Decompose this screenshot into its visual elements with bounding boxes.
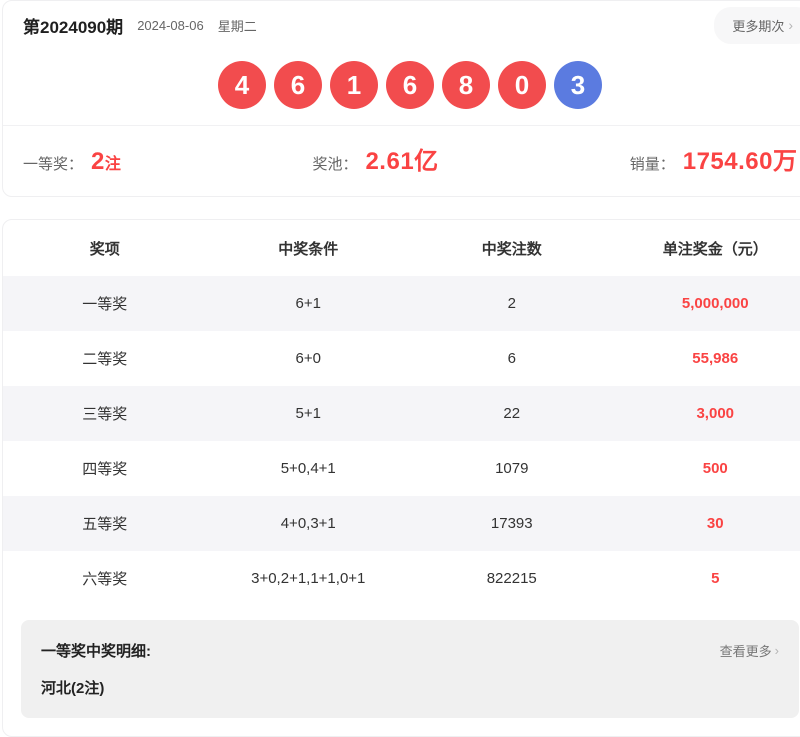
cell-amount: 3,000	[614, 405, 800, 422]
cell-prize: 六等奖	[3, 568, 207, 589]
prize-table-header: 奖项 中奖条件 中奖注数 单注奖金（元）	[3, 220, 800, 276]
cell-condition: 5+0,4+1	[207, 460, 411, 477]
red-ball: 8	[442, 61, 490, 109]
table-row: 二等奖 6+0 6 55,986	[3, 331, 800, 386]
col-header-count: 中奖注数	[410, 238, 614, 259]
cell-condition: 6+1	[207, 295, 411, 312]
cell-condition: 4+0,3+1	[207, 515, 411, 532]
prize-table-card: 奖项 中奖条件 中奖注数 单注奖金（元） 一等奖 6+1 2 5,000,000…	[2, 219, 800, 737]
draw-summary-card: 第2024090期 2024-08-06 星期二 更多期次 › 4 6 1 6 …	[2, 0, 800, 197]
stat-label: 销量：	[630, 153, 675, 174]
more-periods-label: 更多期次	[732, 16, 784, 35]
chevron-right-icon: ›	[775, 643, 779, 658]
table-row: 六等奖 3+0,2+1,1+1,0+1 822215 5	[3, 551, 800, 606]
stat-value: 2	[91, 148, 105, 176]
cell-count: 1079	[410, 460, 614, 477]
cell-condition: 5+1	[207, 405, 411, 422]
cell-count: 6	[410, 350, 614, 367]
cell-amount: 500	[614, 460, 800, 477]
first-prize-detail-box: 一等奖中奖明细: 查看更多 › 河北(2注)	[21, 620, 799, 718]
table-row: 一等奖 6+1 2 5,000,000	[3, 276, 800, 331]
chevron-right-icon: ›	[788, 17, 793, 33]
red-ball: 1	[330, 61, 378, 109]
col-header-prize: 奖项	[3, 238, 207, 259]
red-ball: 6	[386, 61, 434, 109]
cell-prize: 五等奖	[3, 513, 207, 534]
draw-header: 第2024090期 2024-08-06 星期二 更多期次 ›	[3, 1, 800, 41]
cell-amount: 30	[614, 515, 800, 532]
stat-label: 奖池：	[312, 153, 357, 174]
red-ball: 4	[218, 61, 266, 109]
table-row: 五等奖 4+0,3+1 17393 30	[3, 496, 800, 551]
cell-prize: 三等奖	[3, 403, 207, 424]
stat-value: 1754.60	[683, 148, 773, 176]
draw-period: 第2024090期	[23, 13, 123, 38]
cell-count: 22	[410, 405, 614, 422]
cell-amount: 5,000,000	[614, 295, 800, 312]
col-header-condition: 中奖条件	[207, 238, 411, 259]
detail-content: 河北(2注)	[41, 677, 779, 698]
stat-suffix: 亿	[414, 141, 438, 176]
stat-suffix: 万	[773, 141, 797, 176]
table-row: 四等奖 5+0,4+1 1079 500	[3, 441, 800, 496]
stat-first-prize: 一等奖： 2 注	[23, 148, 121, 176]
draw-date: 2024-08-06	[137, 18, 204, 33]
detail-title: 一等奖中奖明细:	[41, 640, 151, 661]
stat-sales: 销量： 1754.60 万	[630, 141, 797, 176]
col-header-amount: 单注奖金（元）	[614, 238, 800, 259]
draw-stats: 一等奖： 2 注 奖池： 2.61 亿 销量： 1754.60 万	[3, 125, 800, 196]
stat-label: 一等奖：	[23, 153, 83, 174]
cell-prize: 四等奖	[3, 458, 207, 479]
blue-ball: 3	[554, 61, 602, 109]
red-ball: 0	[498, 61, 546, 109]
see-more-link[interactable]: 查看更多 ›	[720, 641, 779, 660]
draw-weekday: 星期二	[218, 16, 257, 35]
more-periods-button[interactable]: 更多期次 ›	[714, 7, 800, 44]
cell-count: 17393	[410, 515, 614, 532]
stat-jackpot-pool: 奖池： 2.61 亿	[312, 141, 438, 176]
cell-amount: 5	[614, 570, 800, 587]
winning-numbers: 4 6 1 6 8 0 3	[3, 41, 800, 125]
see-more-label: 查看更多	[720, 641, 772, 660]
table-row: 三等奖 5+1 22 3,000	[3, 386, 800, 441]
cell-count: 2	[410, 295, 614, 312]
cell-condition: 6+0	[207, 350, 411, 367]
stat-suffix: 注	[105, 150, 121, 174]
cell-count: 822215	[410, 570, 614, 587]
detail-header: 一等奖中奖明细: 查看更多 ›	[41, 640, 779, 661]
cell-prize: 二等奖	[3, 348, 207, 369]
stat-value: 2.61	[365, 148, 414, 176]
cell-condition: 3+0,2+1,1+1,0+1	[207, 570, 411, 587]
cell-prize: 一等奖	[3, 293, 207, 314]
cell-amount: 55,986	[614, 350, 800, 367]
red-ball: 6	[274, 61, 322, 109]
